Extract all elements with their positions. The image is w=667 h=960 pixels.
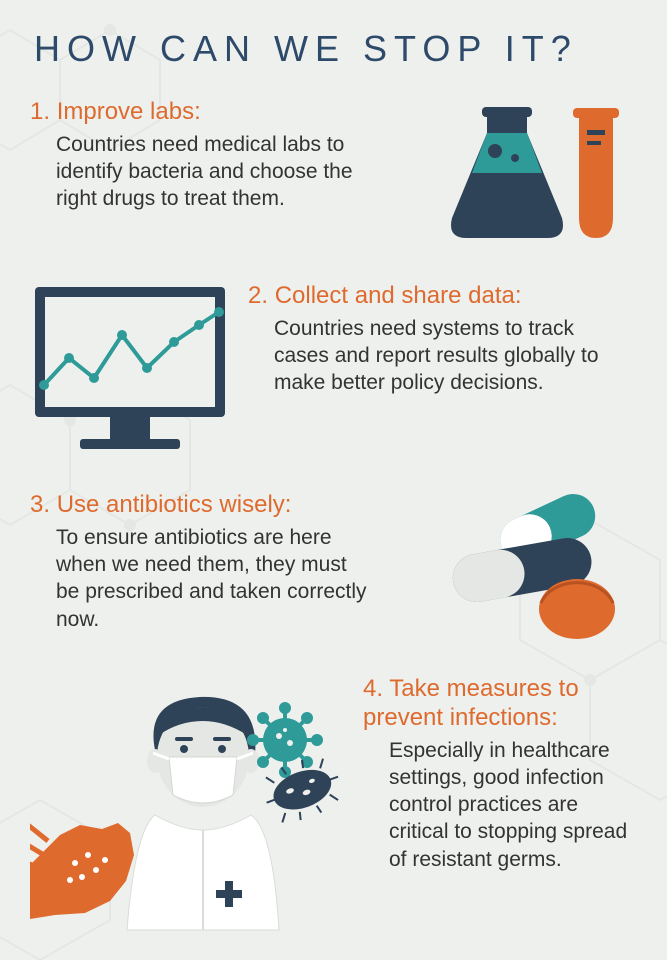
pills-icon <box>437 491 637 641</box>
item-2-number: 2. <box>248 282 268 309</box>
item-2: 2. Collect and share data: Countries nee… <box>30 282 637 457</box>
item-3-number: 3. <box>30 491 50 518</box>
flask-testtube-icon <box>427 98 637 248</box>
item-2-body: Countries need systems to track cases an… <box>248 315 628 397</box>
item-1-number: 1. <box>30 98 50 125</box>
item-4-heading: Take measures to prevent infections: <box>363 675 579 731</box>
item-3: 3. Use antibiotics wisely: To ensure ant… <box>30 491 637 641</box>
item-1-body: Countries need medical labs to identify … <box>30 131 370 213</box>
item-4-body: Especially in healthcare settings, good … <box>363 737 637 873</box>
monitor-chart-icon <box>30 282 230 457</box>
item-4: 4. Take measures to prevent infections: … <box>30 675 637 935</box>
item-2-heading: Collect and share data: <box>275 282 522 309</box>
doctor-germs-icon <box>30 675 345 935</box>
item-3-heading: Use antibiotics wisely: <box>57 491 292 518</box>
page-title: HOW CAN WE STOP IT? <box>30 28 637 70</box>
item-3-body: To ensure antibiotics are here when we n… <box>30 524 370 633</box>
item-4-number: 4. <box>363 675 383 702</box>
item-1: 1. Improve labs: Countries need medical … <box>30 98 637 248</box>
item-1-heading: Improve labs: <box>57 98 201 125</box>
